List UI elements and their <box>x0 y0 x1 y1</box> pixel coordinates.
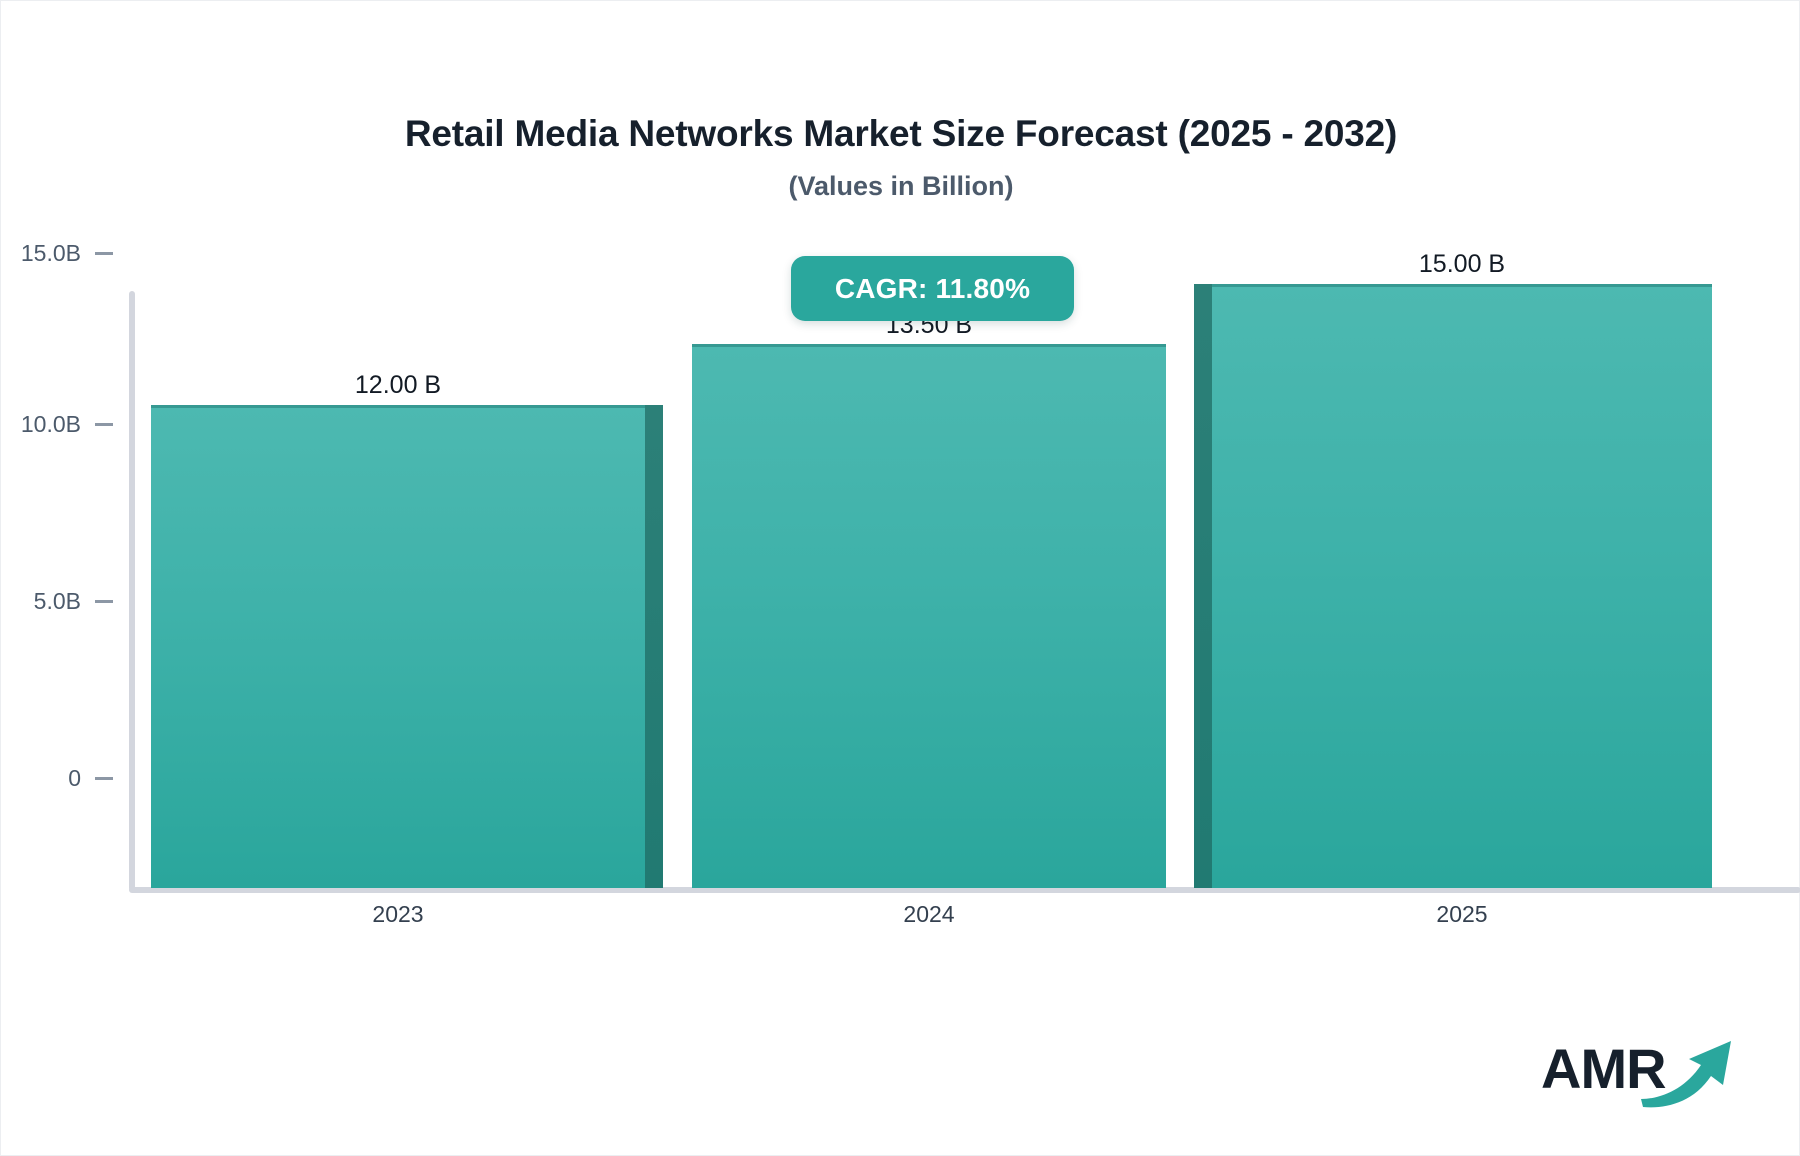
bar-side-face <box>1194 284 1212 888</box>
tick-dash-icon <box>95 422 113 426</box>
y-axis-tick-label: 5.0B <box>33 587 81 614</box>
y-axis-tick-5: 5.0B <box>1 587 121 614</box>
x-axis-label-2025: 2025 <box>1436 901 1488 927</box>
cagr-badge: CAGR: 11.80% <box>791 256 1074 321</box>
bar-value-label-2025: 15.00 B <box>1418 250 1506 278</box>
bar-face <box>1212 284 1712 888</box>
cagr-badge-label: CAGR: 11.80% <box>834 272 1031 304</box>
bar-2024[interactable] <box>692 344 1166 888</box>
y-axis-tick-label: 15.0B <box>20 239 81 266</box>
growth-arrow-icon <box>1641 1041 1731 1108</box>
y-axis-tick-label: 10.0B <box>20 410 81 437</box>
y-axis-line <box>129 291 135 891</box>
page-title: Retail Media Networks Market Size Foreca… <box>404 113 1398 154</box>
y-axis-tick-label: 0 <box>68 764 81 791</box>
amr-logo: AMR <box>1541 1033 1741 1113</box>
bar-top-edge <box>151 405 645 408</box>
bar-2023[interactable] <box>151 405 663 888</box>
y-axis-tick-10: 10.0B <box>1 410 121 437</box>
tick-dash-icon <box>95 599 113 603</box>
y-axis-tick-15: 15.0B <box>1 239 121 266</box>
chart-subtitle: (Values in Billion) <box>788 171 1014 201</box>
amr-wordmark: AMR <box>1541 1037 1667 1100</box>
bar-2025[interactable] <box>1194 284 1712 888</box>
x-axis-label-2023: 2023 <box>372 901 424 927</box>
bar-top-edge <box>692 344 1166 347</box>
bar-face <box>151 405 645 888</box>
tick-dash-icon <box>95 776 113 780</box>
x-axis-line <box>129 887 1800 893</box>
x-axis-label-2024: 2024 <box>903 901 955 927</box>
bar-value-label-2023: 12.00 B <box>354 371 442 399</box>
bar-face <box>692 344 1166 888</box>
bar-top-edge <box>1212 284 1712 287</box>
tick-dash-icon <box>95 251 113 255</box>
bar-side-face <box>645 405 663 888</box>
y-axis-tick-0: 0 <box>1 764 121 791</box>
